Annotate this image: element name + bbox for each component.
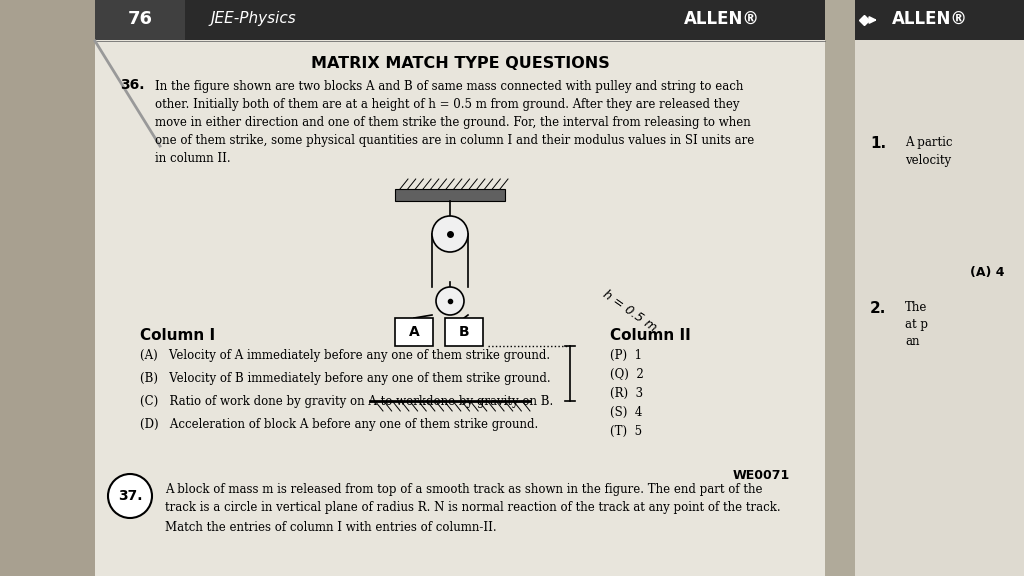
Text: at p: at p	[905, 318, 928, 331]
Text: other. Initially both of them are at a height of h = 0.5 m from ground. After th: other. Initially both of them are at a h…	[155, 98, 739, 111]
Circle shape	[432, 216, 468, 252]
Bar	[855, 0, 1024, 40]
Text: 2.: 2.	[870, 301, 887, 316]
Text: A: A	[409, 325, 420, 339]
Text: In the figure shown are two blocks A and B of same mass connected with pulley an: In the figure shown are two blocks A and…	[155, 80, 743, 93]
Text: 36.: 36.	[120, 78, 144, 92]
Circle shape	[436, 287, 464, 315]
Text: A block of mass m is released from top of a smooth track as shown in the figure.: A block of mass m is released from top o…	[165, 483, 763, 496]
Text: ALLEN®: ALLEN®	[684, 10, 760, 28]
Text: WE0071: WE0071	[733, 469, 790, 482]
Text: (P)  1: (P) 1	[610, 349, 642, 362]
Text: Column II: Column II	[610, 328, 691, 343]
Text: JEE-Physics: JEE-Physics	[210, 12, 296, 26]
Bar	[95, 0, 825, 40]
Text: an: an	[905, 335, 920, 348]
Bar	[395, 189, 505, 201]
Text: 76: 76	[128, 10, 153, 28]
Text: (S)  4: (S) 4	[610, 406, 642, 419]
Text: (A)   Velocity of A immediately before any one of them strike ground.: (A) Velocity of A immediately before any…	[140, 349, 550, 362]
Text: (Q)  2: (Q) 2	[610, 368, 644, 381]
Text: velocity: velocity	[905, 154, 951, 167]
Text: (B)   Velocity of B immediately before any one of them strike ground.: (B) Velocity of B immediately before any…	[140, 372, 551, 385]
Bar	[445, 318, 483, 346]
Text: 1.: 1.	[870, 136, 886, 151]
Text: in column II.: in column II.	[155, 152, 230, 165]
Text: (T)  5: (T) 5	[610, 425, 642, 438]
Text: 37.: 37.	[118, 489, 142, 503]
Text: track is a circle in vertical plane of radius R. N is normal reaction of the tra: track is a circle in vertical plane of r…	[165, 501, 780, 514]
Text: (C)   Ratio of work done by gravity on A to workdone by gravity on B.: (C) Ratio of work done by gravity on A t…	[140, 395, 553, 408]
Text: ALLEN®: ALLEN®	[892, 10, 968, 28]
Text: (A) 4: (A) 4	[971, 266, 1005, 279]
Bar	[95, 0, 185, 40]
Text: one of them strike, some physical quantities are in column I and their modulus v: one of them strike, some physical quanti…	[155, 134, 755, 147]
Text: (R)  3: (R) 3	[610, 387, 643, 400]
Bar	[395, 318, 433, 346]
Text: MATRIX MATCH TYPE QUESTIONS: MATRIX MATCH TYPE QUESTIONS	[310, 55, 609, 70]
Bar	[855, 0, 1024, 576]
Text: move in either direction and one of them strike the ground. For, the interval fr: move in either direction and one of them…	[155, 116, 751, 129]
Text: (D)   Acceleration of block A before any one of them strike ground.: (D) Acceleration of block A before any o…	[140, 418, 539, 431]
Text: A partic: A partic	[905, 136, 952, 149]
Text: The: The	[905, 301, 928, 314]
Circle shape	[108, 474, 152, 518]
Text: B: B	[459, 325, 469, 339]
Bar	[95, 0, 825, 576]
Bar	[0, 0, 95, 576]
Text: Match the entries of column I with entries of column-II.: Match the entries of column I with entri…	[165, 521, 497, 534]
Text: h = 0.5 m: h = 0.5 m	[600, 288, 658, 334]
Bar	[825, 0, 855, 576]
Text: Column I: Column I	[140, 328, 215, 343]
